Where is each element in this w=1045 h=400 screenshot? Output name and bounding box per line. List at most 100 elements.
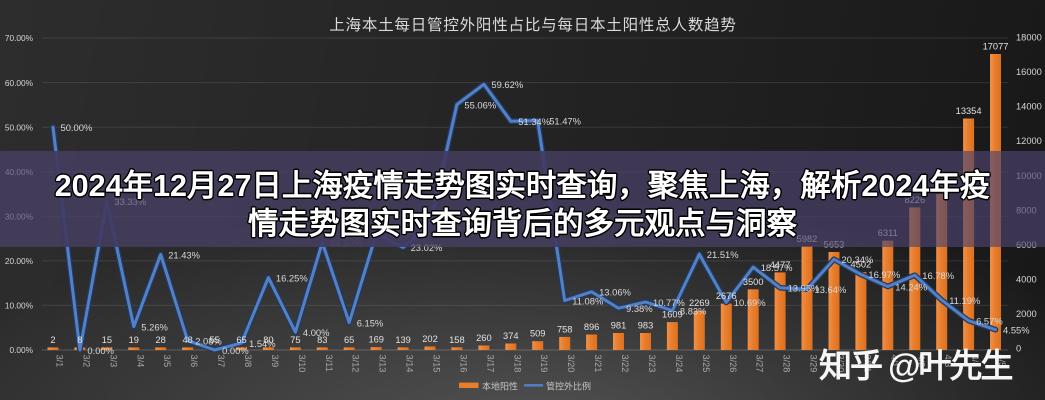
svg-text:4.55%: 4.55% [1003,325,1030,336]
svg-text:2.08%: 2.08% [195,336,222,347]
svg-text:3/11: 3/11 [324,355,334,372]
svg-text:15: 15 [102,335,112,345]
svg-text:509: 509 [530,329,546,339]
svg-text:3/9: 3/9 [270,355,280,368]
svg-text:3/1: 3/1 [55,355,65,368]
svg-text:20.34%: 20.34% [842,254,874,265]
svg-text:4477: 4477 [770,260,791,270]
svg-text:51.34%: 51.34% [518,116,550,127]
svg-text:13.06%: 13.06% [599,287,631,298]
svg-text:3/13: 3/13 [378,355,388,373]
svg-text:13.64%: 13.64% [815,284,847,295]
svg-text:16.97%: 16.97% [868,269,900,280]
svg-text:0: 0 [1016,344,1021,354]
svg-text:23.02%: 23.02% [411,242,443,253]
svg-text:5.26%: 5.26% [141,321,168,332]
svg-text:13354: 13354 [956,106,982,116]
svg-text:2000: 2000 [1016,309,1037,319]
svg-text:21.43%: 21.43% [168,249,200,260]
svg-text:2: 2 [50,335,55,345]
svg-text:3/8: 3/8 [243,355,253,368]
svg-text:3/16: 3/16 [458,355,468,373]
svg-text:4000: 4000 [1016,274,1037,284]
svg-text:3/4: 3/4 [135,355,145,368]
svg-text:6.15%: 6.15% [357,317,384,328]
svg-text:896: 896 [584,322,600,332]
svg-text:17077: 17077 [983,42,1009,52]
svg-text:260: 260 [476,333,492,343]
svg-text:3/17: 3/17 [485,355,495,373]
svg-text:51.47%: 51.47% [549,115,581,126]
svg-text:14000: 14000 [1016,102,1042,112]
svg-text:48: 48 [183,335,193,345]
svg-text:管控外比例: 管控外比例 [546,381,591,392]
svg-text:11.19%: 11.19% [949,295,980,306]
svg-text:3/2: 3/2 [81,355,91,368]
svg-text:本地阳性: 本地阳性 [482,381,518,392]
svg-text:65: 65 [344,335,354,345]
svg-text:1.54%: 1.54% [249,338,276,349]
svg-text:8.83%: 8.83% [680,305,707,316]
svg-text:4/3: 4/3 [943,355,953,368]
svg-text:50.00%: 50.00% [61,122,93,133]
svg-text:3/24: 3/24 [674,355,684,373]
svg-text:55: 55 [209,335,219,345]
svg-text:983: 983 [638,321,654,331]
svg-text:59.62%: 59.62% [491,79,523,90]
svg-text:4502: 4502 [851,260,872,270]
svg-text:374: 374 [503,331,519,341]
svg-text:0.00%: 0.00% [222,345,249,356]
svg-text:3/5: 3/5 [162,355,172,368]
svg-text:2676: 2676 [716,291,737,301]
svg-text:3/7: 3/7 [216,355,226,368]
svg-text:19: 19 [129,335,139,345]
svg-text:3/27: 3/27 [755,355,765,373]
svg-text:65: 65 [236,335,246,345]
svg-text:202: 202 [422,334,438,344]
svg-text:3/25: 3/25 [701,355,711,373]
svg-text:3/23: 3/23 [647,355,657,373]
svg-text:3/6: 3/6 [189,355,199,368]
svg-text:70.00%: 70.00% [5,33,34,43]
svg-text:75: 75 [290,335,300,345]
svg-text:3/12: 3/12 [351,355,361,373]
svg-text:3/3: 3/3 [108,355,118,368]
svg-text:3/20: 3/20 [566,355,576,373]
svg-text:60.00%: 60.00% [5,78,34,88]
svg-text:16.25%: 16.25% [276,272,308,283]
svg-text:14.24%: 14.24% [895,281,927,292]
svg-text:3/19: 3/19 [539,355,549,373]
svg-text:3/30: 3/30 [836,355,846,373]
svg-text:10.00%: 10.00% [5,301,34,311]
svg-text:9.38%: 9.38% [626,303,653,314]
svg-text:12000: 12000 [1016,136,1042,146]
svg-text:50.00%: 50.00% [5,122,34,132]
svg-text:158: 158 [449,335,465,345]
svg-text:3500: 3500 [743,277,764,287]
svg-text:10.69%: 10.69% [734,297,766,308]
svg-text:16.78%: 16.78% [922,270,954,281]
svg-text:3/26: 3/26 [728,355,738,373]
svg-text:18.57%: 18.57% [761,262,793,273]
svg-text:3/21: 3/21 [593,355,603,373]
svg-text:3/29: 3/29 [809,355,819,373]
svg-text:28: 28 [156,335,166,345]
svg-text:1609: 1609 [662,310,683,320]
svg-text:3/22: 3/22 [620,355,630,373]
svg-text:4/1: 4/1 [889,355,899,368]
svg-text:4/2: 4/2 [916,355,926,368]
svg-text:169: 169 [368,335,384,345]
svg-text:16000: 16000 [1016,67,1042,77]
svg-text:0.00%: 0.00% [87,345,114,356]
svg-text:83: 83 [317,335,327,345]
svg-text:4.00%: 4.00% [303,327,330,338]
svg-text:3/15: 3/15 [432,355,442,373]
svg-text:981: 981 [611,321,627,331]
svg-text:3/18: 3/18 [512,355,522,373]
svg-text:11.08%: 11.08% [572,295,603,306]
svg-text:13.95%: 13.95% [788,283,820,294]
svg-text:3/10: 3/10 [297,355,307,373]
svg-text:4/4: 4/4 [970,355,980,368]
svg-text:758: 758 [557,324,573,334]
svg-text:8: 8 [77,335,82,345]
